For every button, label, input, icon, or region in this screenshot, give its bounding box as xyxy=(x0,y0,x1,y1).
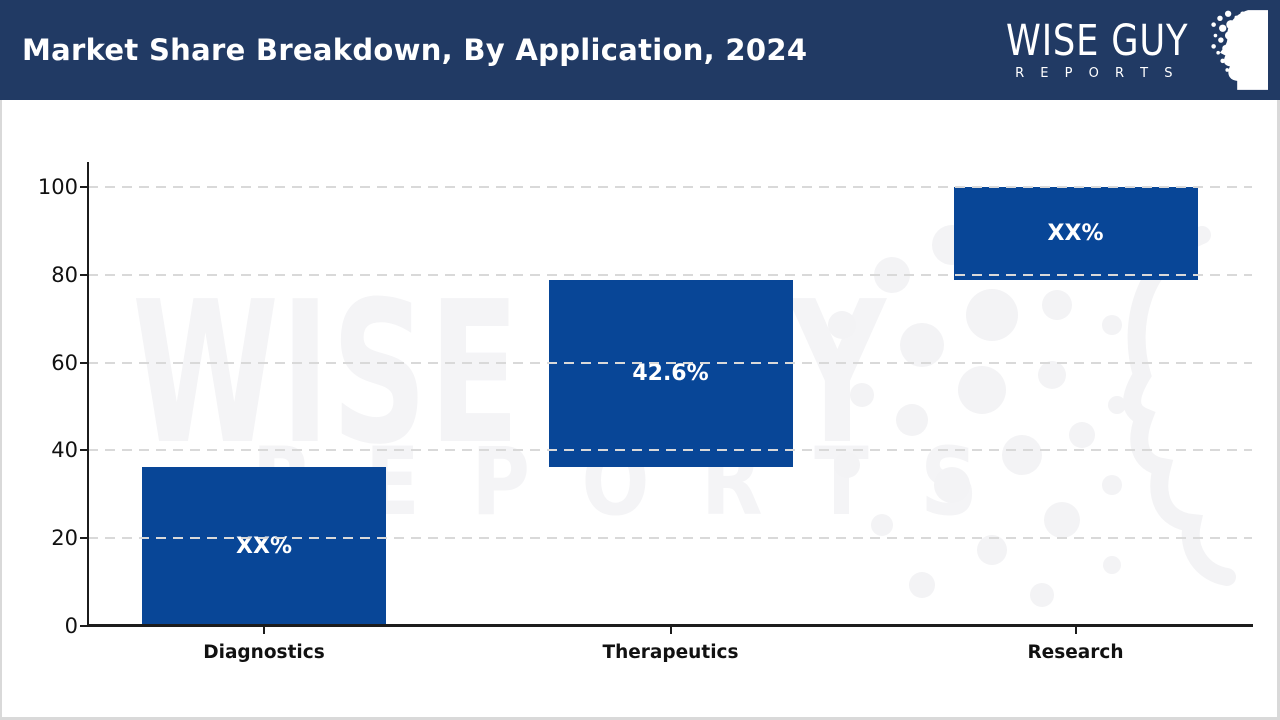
gridline xyxy=(88,361,1252,364)
y-tick-label: 60 xyxy=(51,350,78,375)
gridline xyxy=(88,449,1252,452)
bar-therapeutics: 42.6% xyxy=(548,279,793,467)
bar-diagnostics: XX% xyxy=(142,466,386,626)
y-tick-mark xyxy=(80,537,88,540)
x-axis-line xyxy=(87,624,1253,627)
x-tick-mark xyxy=(669,627,672,634)
y-tick-mark xyxy=(80,449,88,452)
bar-value-label: XX% xyxy=(1047,220,1104,246)
y-axis-line xyxy=(87,162,89,627)
x-tick-mark xyxy=(1074,627,1077,634)
brand-subtext: R E P O R T S xyxy=(1015,65,1179,81)
panel-border-bottom xyxy=(0,717,1280,720)
y-tick-mark xyxy=(80,186,88,188)
brand-logo-text: WISE GUY R E P O R T S xyxy=(986,15,1208,81)
y-tick-label: 20 xyxy=(51,526,78,551)
gridline xyxy=(88,186,1252,188)
watermark-face-icon xyxy=(828,223,1236,607)
y-tick-label: 100 xyxy=(37,175,78,199)
bar-research: XX% xyxy=(953,187,1198,280)
x-category-label: Diagnostics xyxy=(203,642,325,663)
header: Market Share Breakdown, By Application, … xyxy=(0,0,1280,100)
brand-wordmark: WISE GUY xyxy=(1005,15,1188,66)
bar-value-label: 42.6% xyxy=(632,360,709,386)
page-title: Market Share Breakdown, By Application, … xyxy=(22,33,808,67)
y-tick-mark xyxy=(80,361,88,364)
gridline xyxy=(88,273,1252,276)
y-tick-mark xyxy=(80,625,88,627)
y-tick-mark xyxy=(80,273,88,276)
brand-logo: WISE GUY R E P O R T S xyxy=(986,6,1268,94)
y-tick-label: 80 xyxy=(51,262,78,287)
panel-border-right xyxy=(1277,100,1280,720)
y-tick-label: 0 xyxy=(64,614,78,638)
x-category-label: Therapeutics xyxy=(602,642,739,663)
x-tick-mark xyxy=(263,627,265,634)
y-tick-label: 40 xyxy=(51,438,78,463)
panel-border-left xyxy=(0,100,2,720)
gridline xyxy=(88,537,1252,540)
x-category-label: Research xyxy=(1027,642,1124,663)
dotted-face-profile-icon xyxy=(1211,10,1268,90)
